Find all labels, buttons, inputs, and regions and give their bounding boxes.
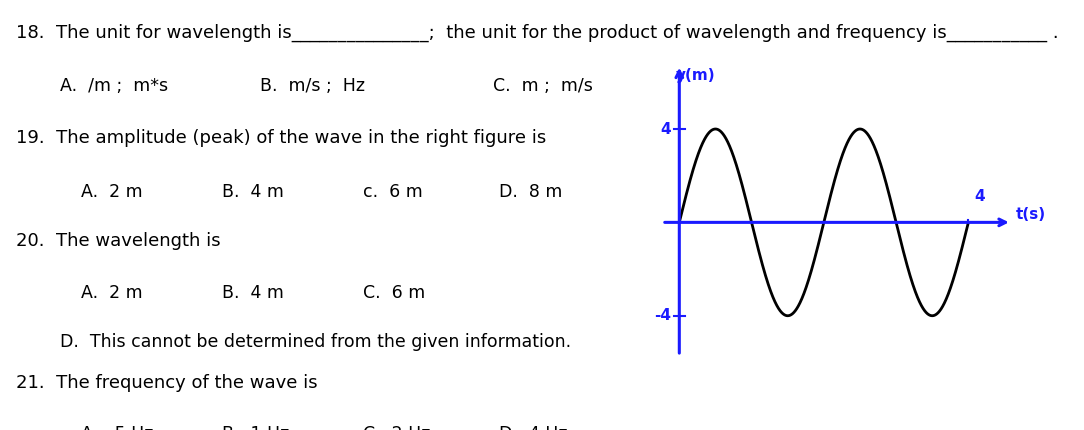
Text: B.  4 m: B. 4 m	[222, 183, 284, 201]
Text: t(s): t(s)	[1016, 207, 1045, 222]
Text: -4: -4	[654, 308, 671, 323]
Text: B.  1 Hz: B. 1 Hz	[222, 425, 289, 430]
Text: 19.  The amplitude (peak) of the wave in the right figure is: 19. The amplitude (peak) of the wave in …	[16, 129, 546, 147]
Text: c.  6 m: c. 6 m	[363, 183, 423, 201]
Text: 4: 4	[975, 189, 984, 204]
Text: A.  /m ;  m*s: A. /m ; m*s	[60, 77, 168, 95]
Text: A.  2 m: A. 2 m	[81, 284, 143, 302]
Text: 21.  The frequency of the wave is: 21. The frequency of the wave is	[16, 374, 318, 392]
Text: y(m): y(m)	[675, 68, 715, 83]
Text: B.  4 m: B. 4 m	[222, 284, 284, 302]
Text: D.  4 Hz: D. 4 Hz	[499, 425, 567, 430]
Text: D.  m*s ;  s/m: D. m*s ; s/m	[726, 77, 846, 95]
Text: D.  8 m: D. 8 m	[499, 183, 562, 201]
Text: A.  .5 Hz: A. .5 Hz	[81, 425, 154, 430]
Text: B.  m/s ;  Hz: B. m/s ; Hz	[260, 77, 365, 95]
Text: A.  2 m: A. 2 m	[81, 183, 143, 201]
Text: 18.  The unit for wavelength is_______________;  the unit for the product of wav: 18. The unit for wavelength is__________…	[16, 24, 1059, 42]
Text: 4: 4	[660, 122, 671, 136]
Text: C.  2 Hz: C. 2 Hz	[363, 425, 430, 430]
Text: D.  This cannot be determined from the given information.: D. This cannot be determined from the gi…	[60, 333, 571, 351]
Text: C.  6 m: C. 6 m	[363, 284, 425, 302]
Text: C.  m ;  m/s: C. m ; m/s	[493, 77, 593, 95]
Text: 20.  The wavelength is: 20. The wavelength is	[16, 232, 221, 250]
